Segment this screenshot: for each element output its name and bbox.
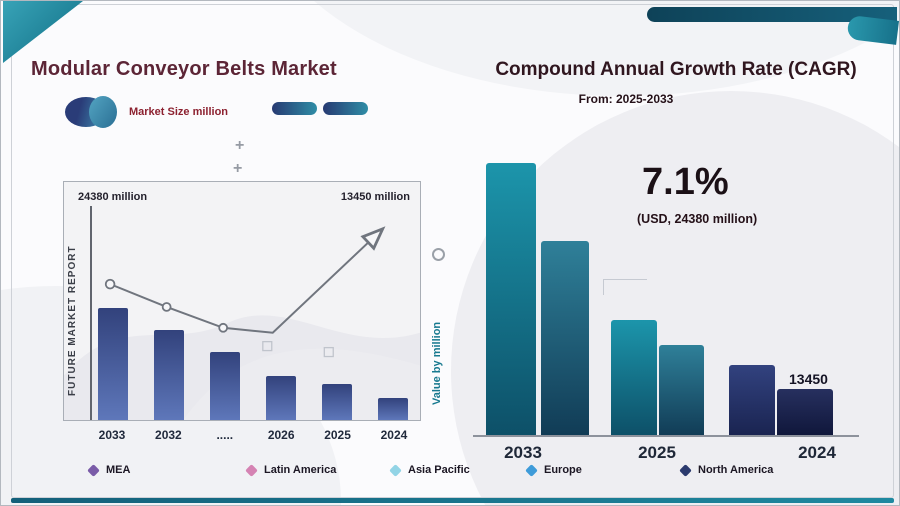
trend-arrow-line [104,182,420,358]
market-size-bar-2024 [378,398,408,420]
min-value-label: 13450 million [340,191,410,203]
legend-diamond-icon [679,463,692,477]
cagr-x-label-2024: 2024 [798,443,836,462]
gradient-pills-decoration [272,102,368,115]
region-legend: MEA Latin America Asia Pacific Europe North … [1,463,899,486]
value-axis-label: Value by million [431,321,443,405]
x-axis-label: 2024 [380,428,408,442]
legend-diamond-icon [87,463,100,477]
market-size-bar-2025 [322,384,352,420]
cagr-chart: 2033 2025 2024 13450 [471,149,863,463]
legend-diamond-icon [389,463,402,477]
top-right-band-decoration [647,7,897,22]
market-size-bars [98,308,408,420]
cagr-bar-2033-2 [541,241,589,435]
cagr-bar-2024-1 [729,365,775,435]
x-axis-line [473,435,859,437]
legend-diamond-icon [245,463,258,477]
step-line-decoration [603,279,647,295]
legend-label: MEA [106,464,131,476]
plus-decoration: + [235,137,245,154]
pill-decoration [272,102,317,115]
legend-item-north-america: North America [679,463,774,477]
cagr-subtitle: From: 2025-2033 [578,92,674,106]
x-axis-label: 2025 [324,428,351,442]
market-size-chart: 24380 million 13450 million FUTURE MARKE… [63,181,421,421]
legend-label: North America [698,464,774,476]
cagr-note: (USD, 24380 million) [637,212,758,226]
plus-decoration: + [233,160,243,177]
cagr-value: 7.1% [642,161,729,203]
market-size-bar-2026 [266,376,296,420]
legend-label: Latin America [264,464,337,476]
legend-item-europe: Europe [525,463,582,477]
cylinder-face [89,96,117,128]
x-axis-label: 2026 [267,428,295,442]
cagr-x-label-2033: 2033 [504,443,542,462]
inner-frame-border [11,4,894,498]
value-callout: 13450 [789,371,828,387]
market-size-bar-2033 [98,308,128,420]
circle-outline-decoration [432,248,445,261]
market-size-legend-label: Market Size million [129,106,229,118]
database-cylinder-icon [65,95,119,129]
bottom-teal-band-decoration [11,498,894,503]
y-axis-line [90,206,92,420]
legend-label: Asia Pacific [408,464,470,476]
cagr-bar-2025-1 [611,320,657,435]
x-axis-label: ..... [216,428,234,442]
cagr-bar-2025-2 [659,345,704,435]
legend-item-asia-pacific: Asia Pacific [389,463,470,477]
max-value-label: 24380 million [78,191,148,203]
legend-item-mea: MEA [87,463,131,477]
cagr-bar-2024-2 [777,389,833,435]
cagr-title: Compound Annual Growth Rate (CAGR) [495,59,857,80]
legend-label: Europe [544,464,582,476]
market-size-bar-..... [210,352,240,420]
market-size-x-labels: 2033 2032..... 2026 2025 2024 [97,428,409,442]
pill-decoration [323,102,368,115]
left-chart-title: Modular Conveyor Belts Market [31,58,337,80]
legend-item-latin-america: Latin America [245,463,337,477]
market-size-bar-2032 [154,330,184,420]
x-axis-label: 2032 [155,428,182,442]
market-size-legend: Market Size million [65,95,228,129]
cagr-bar-2033-1 [486,163,536,435]
x-axis-label: 2033 [98,428,126,442]
legend-diamond-icon [525,463,538,477]
cagr-x-label-2025: 2025 [638,443,676,462]
